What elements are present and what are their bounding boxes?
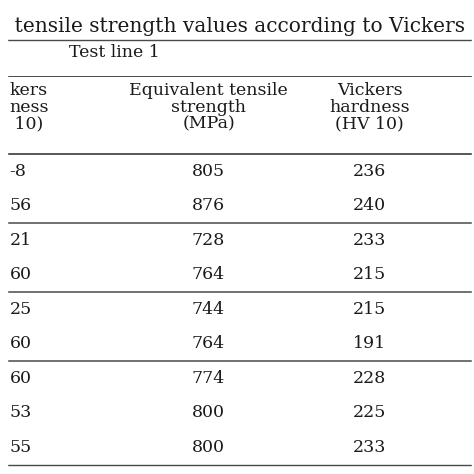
Text: 800: 800 xyxy=(192,404,225,421)
Text: 774: 774 xyxy=(192,370,225,387)
Text: -8: -8 xyxy=(9,163,27,180)
Text: 233: 233 xyxy=(353,439,386,456)
Text: 728: 728 xyxy=(192,232,225,249)
Text: 744: 744 xyxy=(192,301,225,318)
Text: 805: 805 xyxy=(192,163,225,180)
Text: 236: 236 xyxy=(353,163,386,180)
Text: 215: 215 xyxy=(353,266,386,283)
Text: 56: 56 xyxy=(9,197,32,214)
Bar xyxy=(472,0,474,474)
Text: 800: 800 xyxy=(192,439,225,456)
Text: 191: 191 xyxy=(353,335,386,352)
Text: hardness: hardness xyxy=(329,99,410,116)
Text: 60: 60 xyxy=(9,335,31,352)
Text: Vickers: Vickers xyxy=(337,82,402,99)
Text: 10): 10) xyxy=(9,116,44,133)
Text: 233: 233 xyxy=(353,232,386,249)
Text: 764: 764 xyxy=(192,266,225,283)
Text: (MPa): (MPa) xyxy=(182,116,235,133)
Text: 228: 228 xyxy=(353,370,386,387)
Text: 240: 240 xyxy=(353,197,386,214)
Text: 876: 876 xyxy=(192,197,225,214)
Text: 55: 55 xyxy=(9,439,32,456)
Text: ness: ness xyxy=(9,99,49,116)
Text: 53: 53 xyxy=(9,404,32,421)
Text: 60: 60 xyxy=(9,370,31,387)
Text: kers: kers xyxy=(9,82,47,99)
Text: 60: 60 xyxy=(9,266,31,283)
Text: 764: 764 xyxy=(192,335,225,352)
Text: Test line 1: Test line 1 xyxy=(70,44,160,61)
Bar xyxy=(0,0,8,474)
Text: 225: 225 xyxy=(353,404,386,421)
Text: Equivalent tensile: Equivalent tensile xyxy=(129,82,288,99)
Text: 215: 215 xyxy=(353,301,386,318)
Text: (HV 10): (HV 10) xyxy=(335,116,404,133)
Text: 25: 25 xyxy=(9,301,32,318)
Text: 21: 21 xyxy=(9,232,32,249)
Text: strength: strength xyxy=(171,99,246,116)
Text: t tensile strength values according to Vickers ha: t tensile strength values according to V… xyxy=(0,17,474,36)
